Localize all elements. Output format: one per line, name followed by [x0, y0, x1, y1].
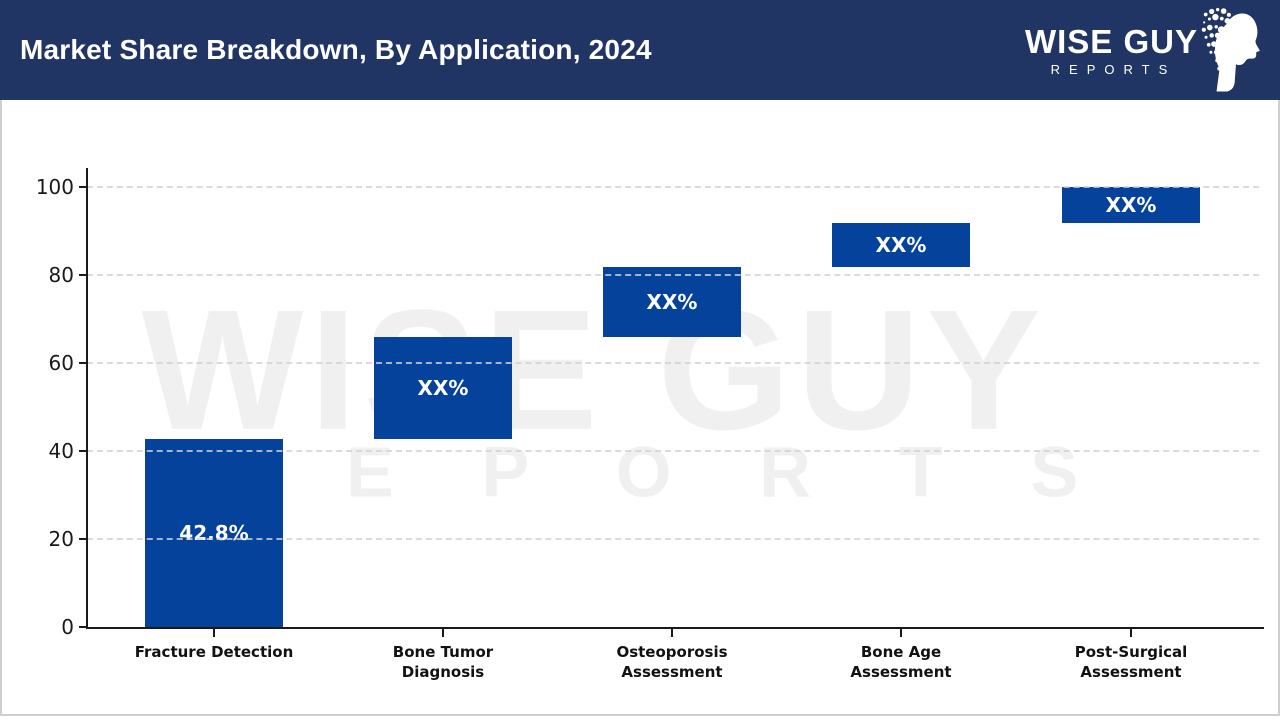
- watermark-subtitle: R E P O R T S: [206, 433, 1112, 513]
- watermark-wordmark: WISE GUY: [142, 275, 1047, 466]
- bar-2: XX%: [374, 337, 512, 439]
- wise-guy-logo: WISE GUY REPORTS: [1025, 7, 1266, 93]
- y-tick-label-20: 20: [48, 527, 74, 551]
- y-tick-label-100: 100: [35, 175, 74, 199]
- bar-value-label: XX%: [1105, 193, 1157, 218]
- category-label: Bone Tumor Diagnosis: [392, 643, 494, 682]
- y-tick-60: [79, 362, 87, 364]
- logo-wordmark: WISE GUY: [1024, 22, 1198, 60]
- gridline-y-40: [87, 450, 1259, 452]
- bar-4: XX%: [832, 223, 970, 268]
- gridline-y-80: [87, 274, 1259, 276]
- y-tick-20: [79, 538, 87, 540]
- x-tick-1: [213, 629, 215, 637]
- category-label: Osteoporosis Assessment: [616, 643, 728, 682]
- y-tick-100: [79, 186, 87, 188]
- y-tick-40: [79, 450, 87, 452]
- y-tick-label-0: 0: [61, 615, 74, 639]
- header-bar: Market Share Breakdown, By Application, …: [0, 0, 1280, 100]
- x-tick-2: [442, 629, 444, 637]
- bar-5: XX%: [1062, 187, 1200, 224]
- y-axis-line: [86, 168, 88, 629]
- y-tick-0: [79, 626, 87, 628]
- category-label: Bone Age Assessment: [850, 643, 952, 682]
- gridline-y-20: [87, 538, 1259, 540]
- bar-value-label: XX%: [875, 233, 927, 258]
- y-tick-label-40: 40: [48, 439, 74, 463]
- x-axis-line: [86, 627, 1264, 629]
- bar-value-label: XX%: [417, 376, 469, 401]
- bar-value-label: 42.8%: [179, 520, 249, 545]
- chart-area: WISE GUY R E P O R T S 0 20 40 60 80 100 42.8%…: [0, 100, 1280, 716]
- bar-1: 42.8%: [145, 438, 283, 627]
- logo-subtitle: REPORTS: [1050, 61, 1177, 77]
- x-tick-4: [900, 629, 902, 637]
- gridline-y-60: [87, 362, 1259, 364]
- y-tick-80: [79, 274, 87, 276]
- bar-3: XX%: [603, 267, 741, 338]
- y-tick-label-80: 80: [48, 263, 74, 287]
- gridline-y-100: [87, 186, 1259, 188]
- bar-value-label: XX%: [646, 290, 698, 315]
- wise-guy-face-icon: [1194, 7, 1266, 93]
- y-tick-label-60: 60: [48, 351, 74, 375]
- chart-title: Market Share Breakdown, By Application, …: [20, 34, 652, 65]
- category-label: Post-Surgical Assessment: [1074, 643, 1188, 682]
- category-label: Fracture Detection: [134, 643, 294, 661]
- logo-text: WISE GUY REPORTS: [1025, 25, 1198, 76]
- x-tick-3: [671, 629, 673, 637]
- x-tick-5: [1130, 629, 1132, 637]
